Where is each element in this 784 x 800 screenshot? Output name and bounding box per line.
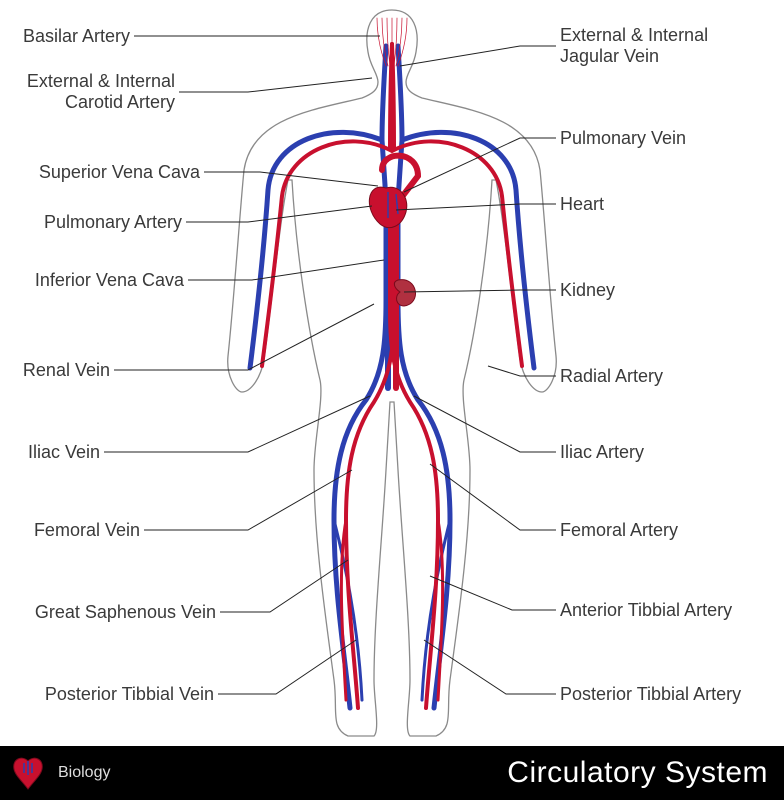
anatomy-label: Renal Vein — [23, 360, 110, 381]
anatomy-label: Pulmonary Vein — [560, 128, 686, 149]
anatomy-label: Femoral Artery — [560, 520, 678, 541]
diagram-canvas — [0, 0, 784, 800]
anatomy-label: Basilar Artery — [23, 26, 130, 47]
anatomy-label: Heart — [560, 194, 604, 215]
heart-icon — [8, 753, 48, 793]
anatomy-label: Pulmonary Artery — [44, 212, 182, 233]
anatomy-label: Radial Artery — [560, 366, 663, 387]
anatomy-label: External & InternalJagular Vein — [560, 25, 708, 66]
diagram-title: Circulatory System — [507, 756, 768, 790]
anatomy-label: Iliac Vein — [28, 442, 100, 463]
anatomy-label: Superior Vena Cava — [39, 162, 200, 183]
anatomy-label: Posterior Tibbial Artery — [560, 684, 741, 705]
anatomy-label: Anterior Tibbial Artery — [560, 600, 732, 621]
anatomy-label: Great Saphenous Vein — [35, 602, 216, 623]
anatomy-label: Femoral Vein — [34, 520, 140, 541]
anatomy-label: Inferior Vena Cava — [35, 270, 184, 291]
subject-label: Biology — [58, 764, 110, 782]
anatomy-label: Iliac Artery — [560, 442, 644, 463]
footer-bar: Biology Circulatory System — [0, 746, 784, 800]
anatomy-label: Kidney — [560, 280, 615, 301]
anatomy-label: Posterior Tibbial Vein — [45, 684, 214, 705]
anatomy-label: External & InternalCarotid Artery — [27, 71, 175, 112]
subject-block: Biology — [8, 753, 110, 793]
